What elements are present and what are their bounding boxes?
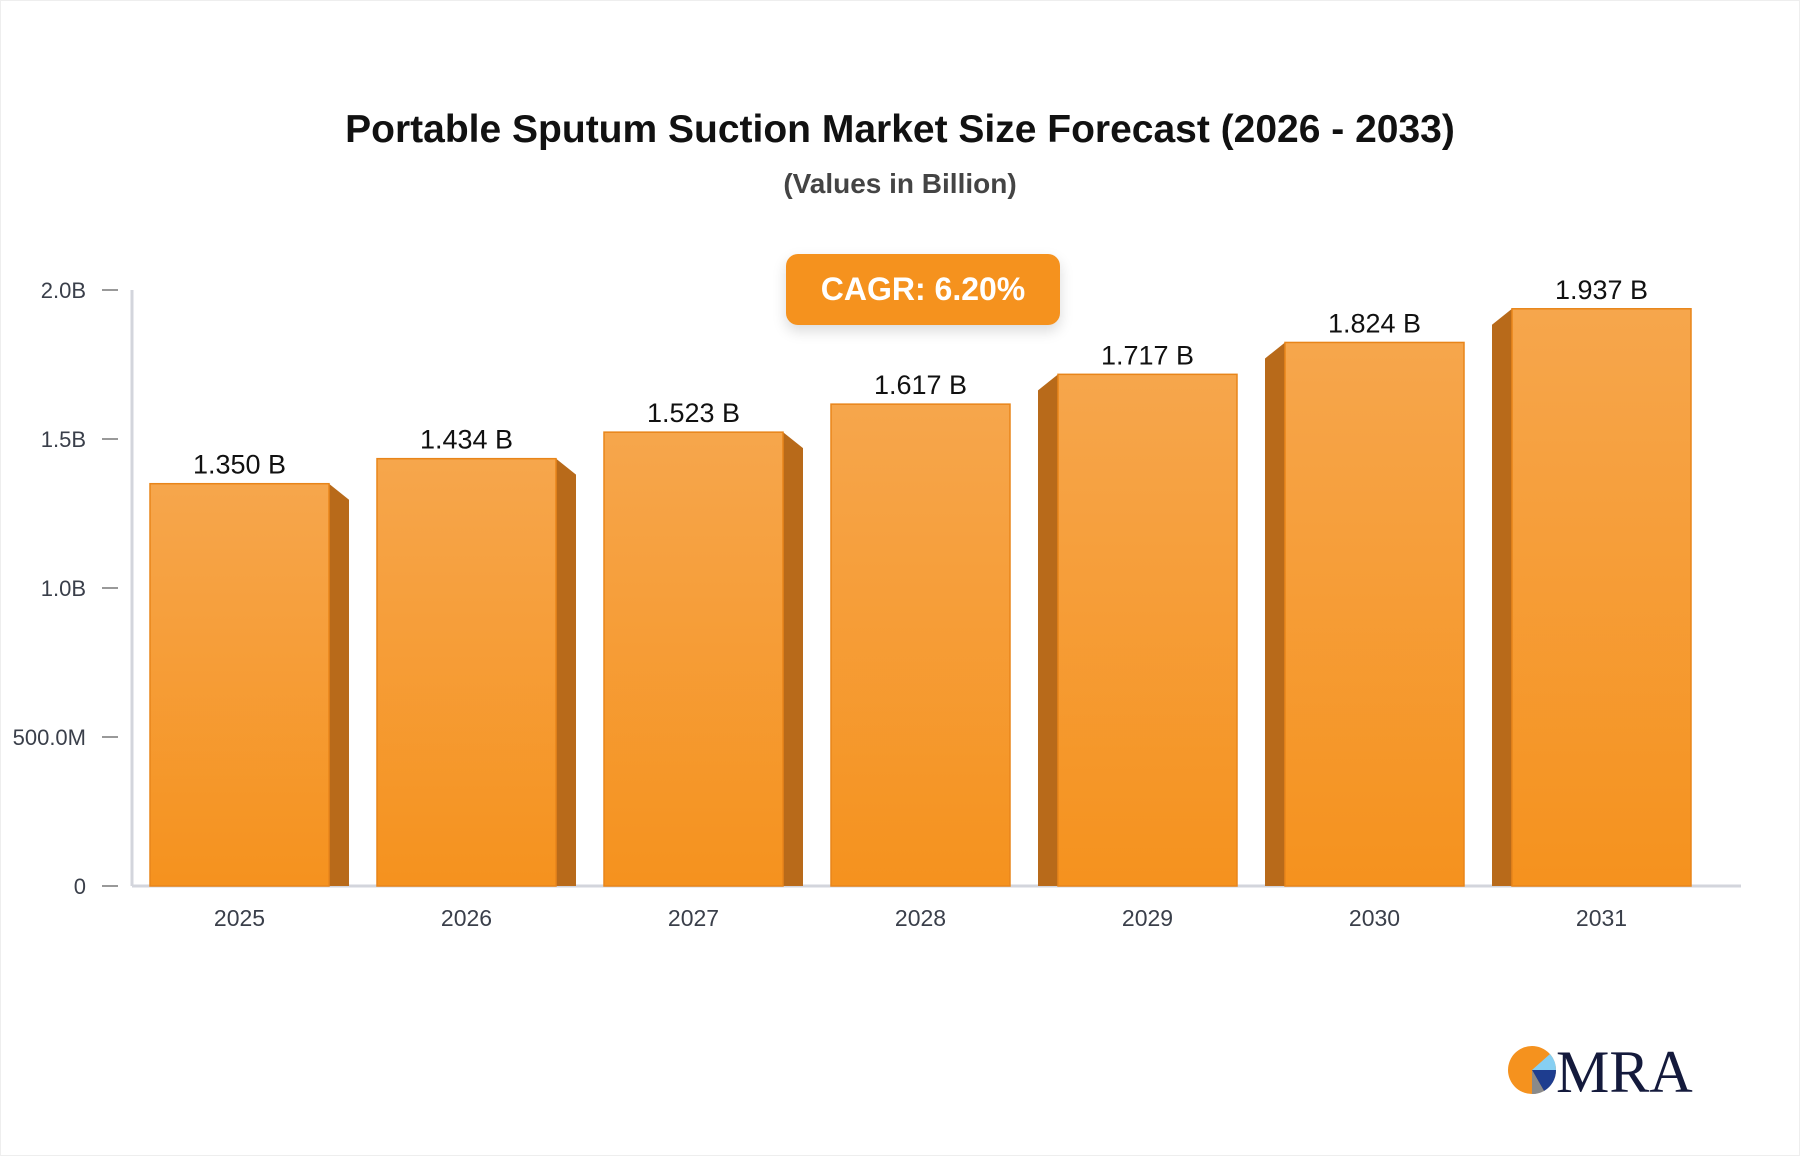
bar — [1057, 373, 1238, 887]
x-tick-label: 2030 — [1349, 905, 1400, 931]
bar — [830, 403, 1011, 887]
bar-side — [1038, 374, 1058, 886]
bar-side — [1492, 308, 1512, 886]
svg-text:MRA: MRA — [1556, 1039, 1693, 1100]
bar — [149, 482, 330, 887]
cagr-badge: CAGR: 6.20% — [786, 254, 1060, 325]
mra-logo: MRA — [1506, 1036, 1696, 1100]
bar — [1284, 341, 1465, 887]
y-tick-label: 500.0M — [13, 725, 86, 750]
data-label: 1.937 B — [1555, 275, 1648, 305]
x-tick-label: 2029 — [1122, 905, 1173, 931]
x-tick-label: 2025 — [214, 905, 265, 931]
data-label: 1.617 B — [874, 370, 967, 400]
bar-side — [1265, 342, 1285, 886]
y-tick-label: 1.0B — [41, 576, 86, 601]
y-tick-label: 2.0B — [41, 278, 86, 303]
x-tick-label: 2026 — [441, 905, 492, 931]
bar — [1511, 308, 1692, 887]
y-tick-label: 0 — [74, 874, 86, 899]
x-tick-label: 2027 — [668, 905, 719, 931]
data-label: 1.717 B — [1101, 340, 1194, 370]
data-label: 1.523 B — [647, 398, 740, 428]
y-tick-label: 1.5B — [41, 427, 86, 452]
bar-side — [329, 483, 349, 886]
x-tick-label: 2031 — [1576, 905, 1627, 931]
chart-subtitle: (Values in Billion) — [783, 168, 1017, 199]
logo-pie-icon: MRA — [1508, 1039, 1693, 1100]
data-label: 1.434 B — [420, 425, 513, 455]
bar — [376, 457, 557, 887]
data-label: 1.824 B — [1328, 308, 1421, 338]
bar — [603, 431, 784, 887]
bar-side — [783, 432, 803, 886]
chart-title: Portable Sputum Suction Market Size Fore… — [345, 108, 1455, 151]
data-label: 1.350 B — [193, 450, 286, 480]
x-tick-label: 2028 — [895, 905, 946, 931]
bar-side — [556, 458, 576, 886]
